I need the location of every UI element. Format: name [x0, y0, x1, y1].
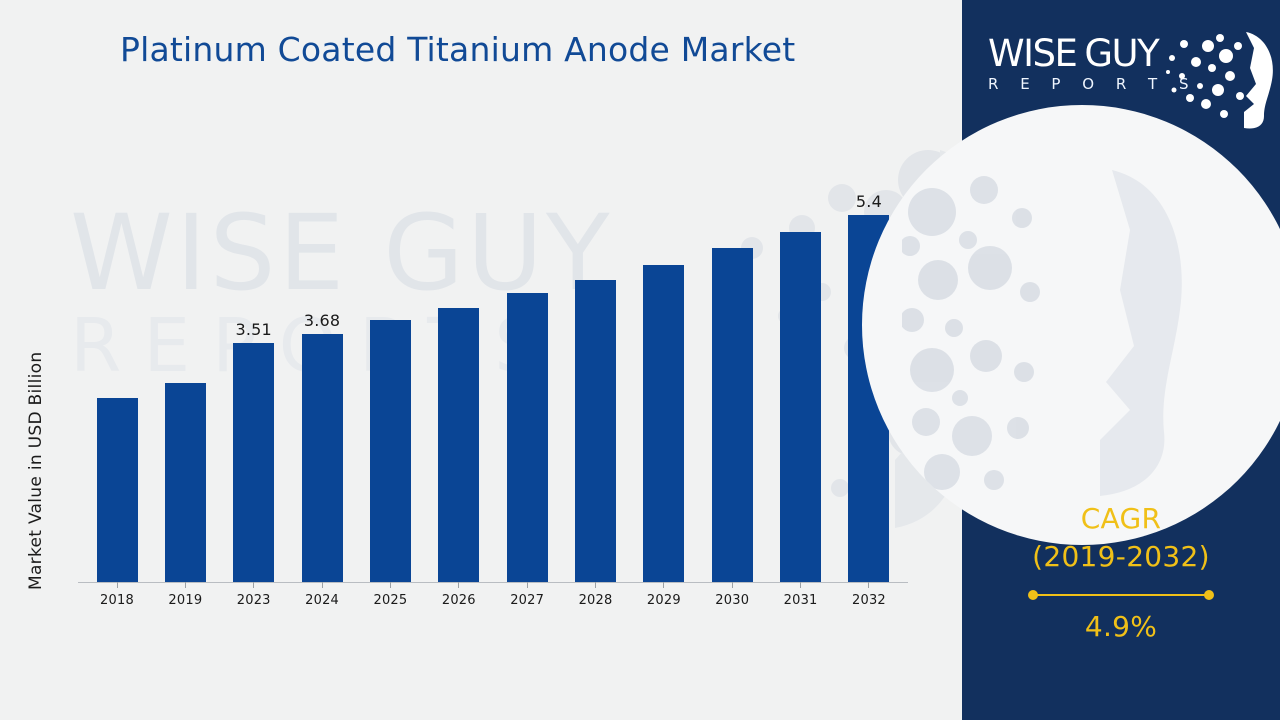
- cagr-block: CAGR (2019-2032) 4.9%: [962, 500, 1280, 644]
- x-axis-tick: 2019: [152, 582, 218, 608]
- x-axis-tick-label: 2031: [783, 593, 818, 608]
- bar[interactable]: [164, 383, 206, 582]
- bar-slot: [563, 170, 629, 582]
- bar[interactable]: [301, 334, 343, 582]
- brand-logo[interactable]: WISE GUY R E P O R T S: [988, 32, 1273, 129]
- bar[interactable]: [575, 280, 617, 582]
- bar-series: 3.51 3.68 5.4: [78, 170, 908, 582]
- bar-value-label: 3.51: [235, 320, 272, 339]
- tick-mark: [116, 582, 118, 588]
- tick-mark: [184, 582, 186, 588]
- x-axis-tick-label: 2028: [578, 593, 613, 608]
- brand-tagline: R E P O R T S: [988, 75, 1197, 93]
- x-axis-tick-group: 2018 2019 2023 2024 2025 2026 2027 2028 2029 2030…: [78, 582, 908, 608]
- cagr-label: CAGR: [1080, 502, 1162, 535]
- x-axis-tick-label: 2027: [510, 593, 545, 608]
- divider-dot-left: [1028, 590, 1038, 600]
- bar[interactable]: [643, 265, 685, 582]
- tick-mark: [458, 582, 460, 588]
- page-title: Platinum Coated Titanium Anode Market: [120, 30, 796, 69]
- bar-slot: [494, 170, 560, 582]
- y-axis-label-text: Market Value in USD Billion: [26, 351, 46, 590]
- x-axis-tick: 2027: [494, 582, 560, 608]
- bar[interactable]: [711, 248, 753, 582]
- bar-value-label: 3.68: [303, 311, 341, 330]
- bar[interactable]: [233, 343, 275, 582]
- brand-circle-accent: [862, 105, 1280, 545]
- x-axis-tick-label: 2030: [715, 593, 750, 608]
- x-axis-tick-label: 2032: [852, 593, 886, 608]
- x-axis-tick-label: 2019: [168, 593, 203, 608]
- bar-value-label: 5.4: [855, 192, 882, 211]
- x-axis-tick: 2031: [768, 582, 834, 608]
- x-axis-tick: 2026: [426, 582, 492, 608]
- bar-slot: [768, 170, 834, 582]
- bar-slot: [152, 170, 218, 582]
- x-axis-tick: 2024: [289, 582, 355, 608]
- chart-plot-area: 3.51 3.68 5.4: [78, 170, 908, 582]
- x-axis-tick: 2028: [563, 582, 629, 608]
- bar-slot: [631, 170, 697, 582]
- cagr-divider: [1028, 590, 1214, 600]
- bar[interactable]: [506, 293, 548, 582]
- cagr-value: 4.9%: [1084, 610, 1158, 643]
- brand-name-part1: WISE: [988, 32, 1078, 75]
- tick-mark: [526, 582, 528, 588]
- x-axis-tick: 2018: [84, 582, 150, 608]
- bar-slot: [699, 170, 765, 582]
- cagr-period: (2019-2032): [1032, 540, 1210, 573]
- x-axis-line: [78, 582, 908, 583]
- x-axis-tick-label: 2018: [100, 593, 134, 608]
- tick-mark: [321, 582, 323, 588]
- bar[interactable]: [438, 308, 480, 582]
- x-axis-tick: 2025: [357, 582, 423, 608]
- x-axis-tick: 2032: [836, 582, 902, 608]
- tick-mark: [595, 582, 597, 588]
- bar-slot: 3.68: [289, 170, 355, 582]
- bar-slot: 3.51: [221, 170, 287, 582]
- tick-mark: [731, 582, 733, 588]
- brand-name-part2: GUY: [1084, 32, 1159, 75]
- divider-line: [1034, 594, 1208, 596]
- bar[interactable]: [369, 320, 411, 582]
- bar-slot: [84, 170, 150, 582]
- y-axis-label: Market Value in USD Billion: [26, 0, 46, 590]
- tick-mark: [800, 582, 802, 588]
- x-axis-tick-label: 2025: [373, 593, 408, 608]
- bar[interactable]: [96, 398, 138, 582]
- bar[interactable]: [780, 232, 822, 582]
- x-axis-tick-label: 2026: [441, 593, 476, 608]
- x-axis-tick-label: 2024: [305, 593, 340, 608]
- x-axis-tick: 2029: [631, 582, 697, 608]
- bar-slot: [426, 170, 492, 582]
- tick-mark: [253, 582, 255, 588]
- x-axis-tick: 2023: [221, 582, 287, 608]
- tick-mark: [389, 582, 391, 588]
- x-axis-tick-label: 2023: [236, 593, 271, 608]
- divider-dot-right: [1204, 590, 1214, 600]
- tick-mark: [663, 582, 665, 588]
- bar-slot: [357, 170, 423, 582]
- circle-dotted-head-pattern: [900, 160, 1232, 500]
- x-axis-tick-label: 2029: [646, 593, 681, 608]
- brand-logo-wordmark: WISE GUY: [988, 34, 1218, 74]
- tick-mark: [868, 582, 870, 588]
- brand-dotted-head-icon: [1160, 28, 1280, 133]
- x-axis-tick: 2030: [699, 582, 765, 608]
